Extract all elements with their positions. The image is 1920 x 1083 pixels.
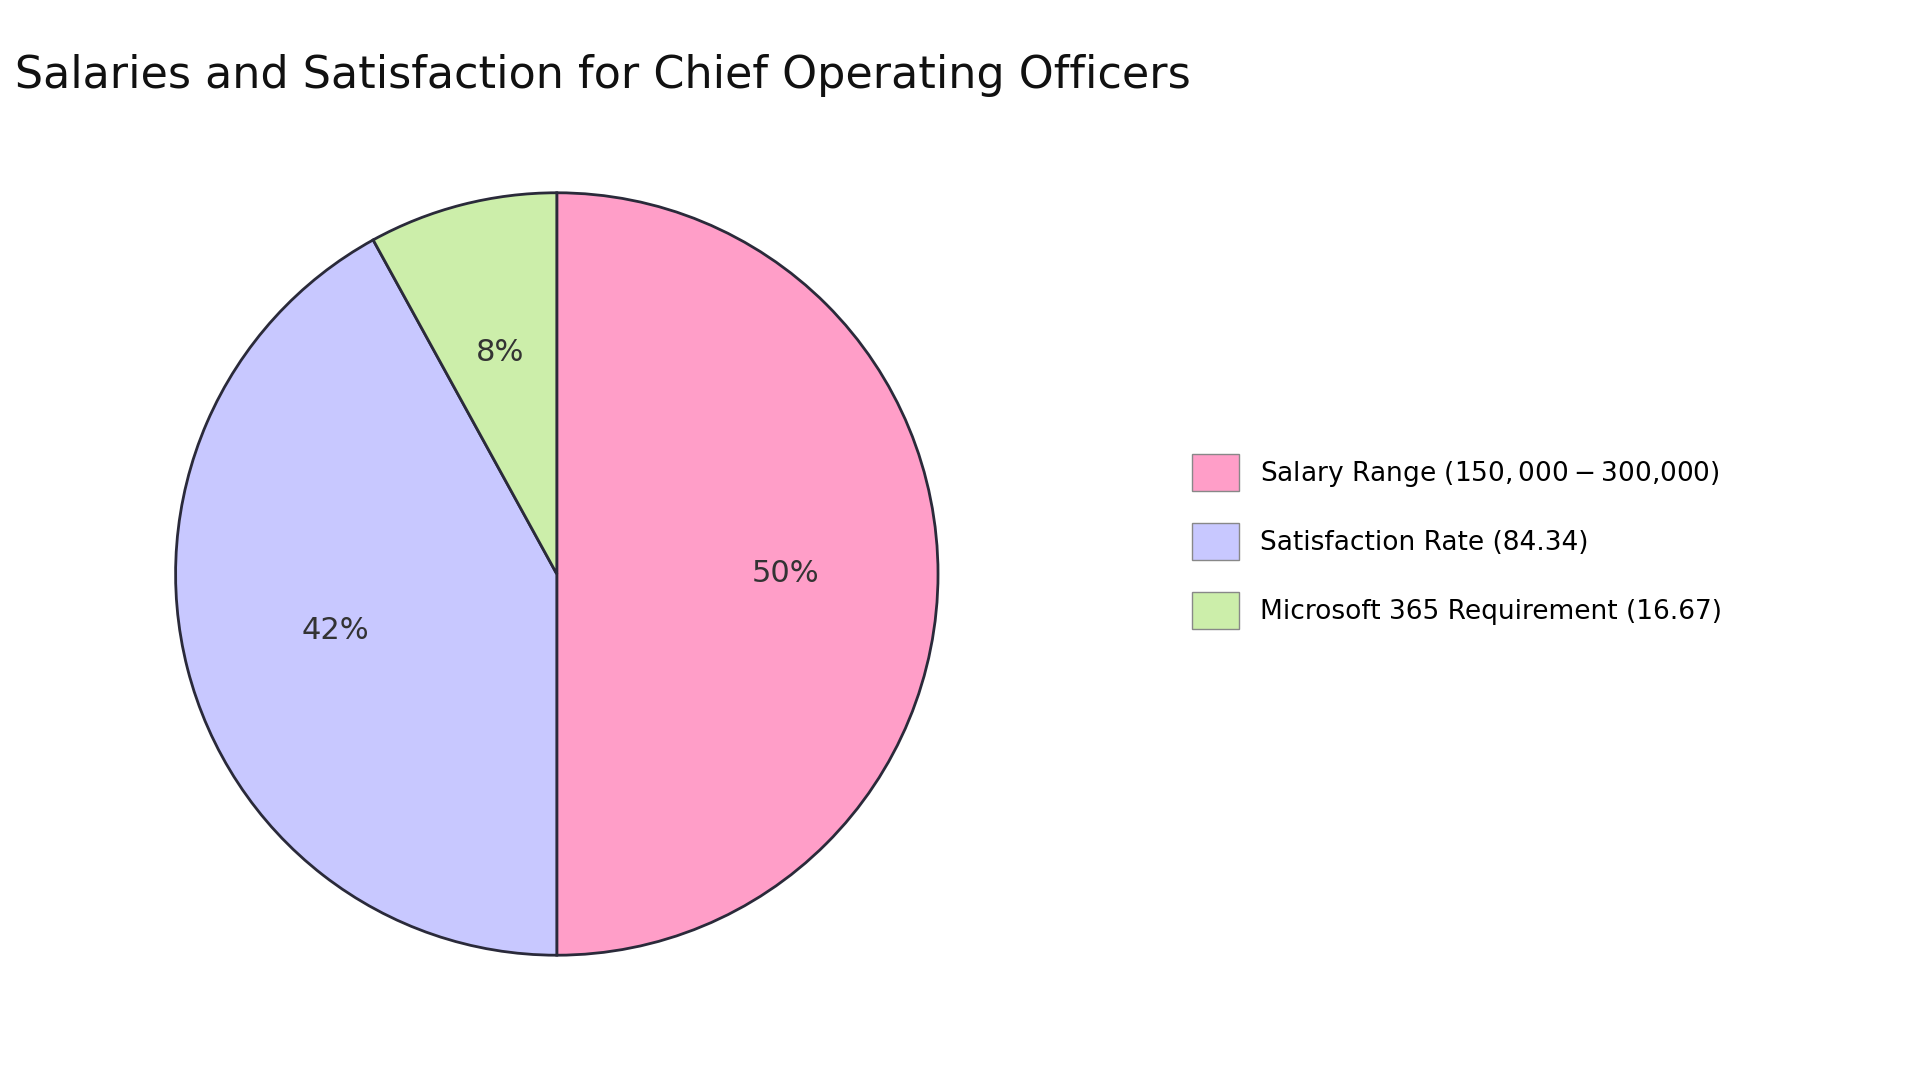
Legend: Salary Range ($150,000 - $300,000), Satisfaction Rate (84.34), Microsoft 365 Req: Salary Range ($150,000 - $300,000), Sati…	[1165, 428, 1749, 655]
Wedge shape	[557, 193, 939, 955]
Wedge shape	[372, 193, 557, 574]
Text: 42%: 42%	[301, 616, 369, 645]
Text: Average Salaries and Satisfaction for Chief Operating Officers: Average Salaries and Satisfaction for Ch…	[0, 54, 1190, 97]
Wedge shape	[175, 240, 557, 955]
Text: 50%: 50%	[753, 560, 820, 588]
Text: 8%: 8%	[476, 338, 524, 367]
